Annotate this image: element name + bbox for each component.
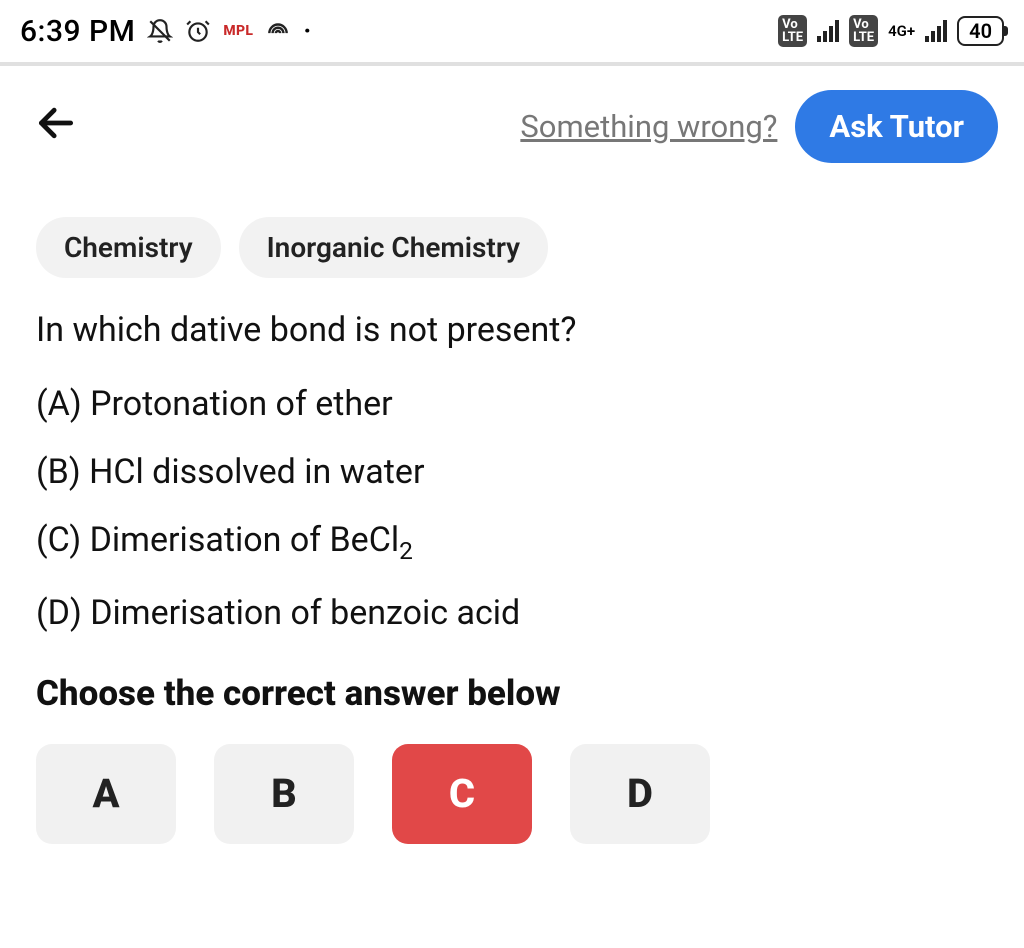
- answer-button-c[interactable]: C: [392, 744, 532, 844]
- subject-chip[interactable]: Chemistry: [36, 217, 221, 278]
- option-a: (A) Protonation of ether: [36, 370, 988, 438]
- page-header: Something wrong? Ask Tutor: [0, 66, 1024, 173]
- arrow-left-icon: [34, 101, 78, 145]
- option-c-text: (C) Dimerisation of BeCl: [36, 520, 399, 560]
- clock-time: 6:39 PM: [20, 14, 135, 49]
- mpl-label: MPL: [223, 23, 253, 39]
- ask-tutor-button[interactable]: Ask Tutor: [795, 90, 998, 163]
- volte-badge-2: VoLTE: [849, 15, 878, 47]
- header-actions: Something wrong? Ask Tutor: [520, 90, 998, 163]
- answer-button-b[interactable]: B: [214, 744, 354, 844]
- choose-answer-label: Choose the correct answer below: [0, 655, 1024, 720]
- battery-indicator: 40: [957, 16, 1004, 46]
- status-left-cluster: 6:39 PM MPL ·: [20, 14, 311, 49]
- network-type: 4G+: [888, 22, 915, 40]
- option-c: (C) Dimerisation of BeCl2: [36, 506, 988, 579]
- volte-badge-1: VoLTE: [778, 15, 807, 47]
- dot-icon: ·: [303, 17, 311, 45]
- question-text: In which dative bond is not present?: [0, 288, 1024, 358]
- option-b: (B) HCl dissolved in water: [36, 438, 988, 506]
- fingerprint-icon: [265, 18, 291, 44]
- bell-muted-icon: [147, 18, 173, 44]
- answer-button-d[interactable]: D: [570, 744, 710, 844]
- signal-bars-2-icon: [925, 20, 947, 42]
- option-d: (D) Dimerisation of benzoic acid: [36, 579, 988, 647]
- answer-button-a[interactable]: A: [36, 744, 176, 844]
- answer-buttons: A B C D: [0, 720, 1024, 868]
- option-c-subscript: 2: [399, 536, 413, 565]
- status-right-cluster: VoLTE VoLTE 4G+ 40: [778, 15, 1004, 47]
- something-wrong-link[interactable]: Something wrong?: [520, 108, 777, 145]
- tag-row: Chemistry Inorganic Chemistry: [0, 173, 1024, 288]
- back-button[interactable]: [26, 97, 86, 157]
- status-bar: 6:39 PM MPL · VoLTE VoLTE 4G+ 40: [0, 0, 1024, 62]
- signal-bars-1-icon: [817, 20, 839, 42]
- topic-chip[interactable]: Inorganic Chemistry: [239, 217, 548, 278]
- options-list: (A) Protonation of ether (B) HCl dissolv…: [0, 358, 1024, 655]
- alarm-clock-icon: [185, 18, 211, 44]
